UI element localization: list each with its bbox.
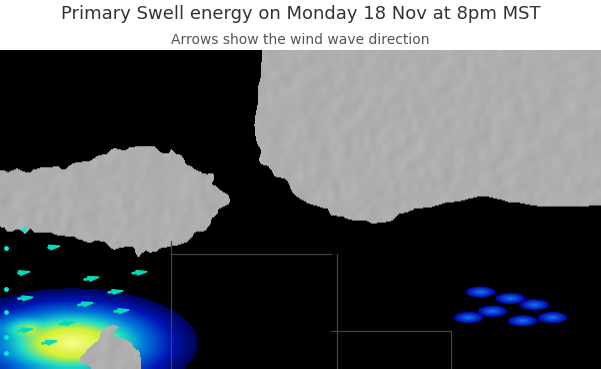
FancyArrow shape <box>18 271 30 275</box>
Text: Primary Swell energy on Monday 18 Nov at 8pm MST: Primary Swell energy on Monday 18 Nov at… <box>61 5 540 23</box>
Text: Arrows show the wind wave direction: Arrows show the wind wave direction <box>171 33 430 47</box>
FancyArrow shape <box>41 340 57 345</box>
FancyArrow shape <box>132 270 147 275</box>
FancyArrow shape <box>108 290 123 294</box>
FancyArrow shape <box>48 245 60 250</box>
FancyArrow shape <box>18 296 33 301</box>
FancyArrow shape <box>84 276 99 281</box>
FancyArrow shape <box>59 321 75 326</box>
FancyArrow shape <box>114 309 129 313</box>
FancyArrow shape <box>78 302 93 307</box>
FancyArrow shape <box>18 328 33 332</box>
